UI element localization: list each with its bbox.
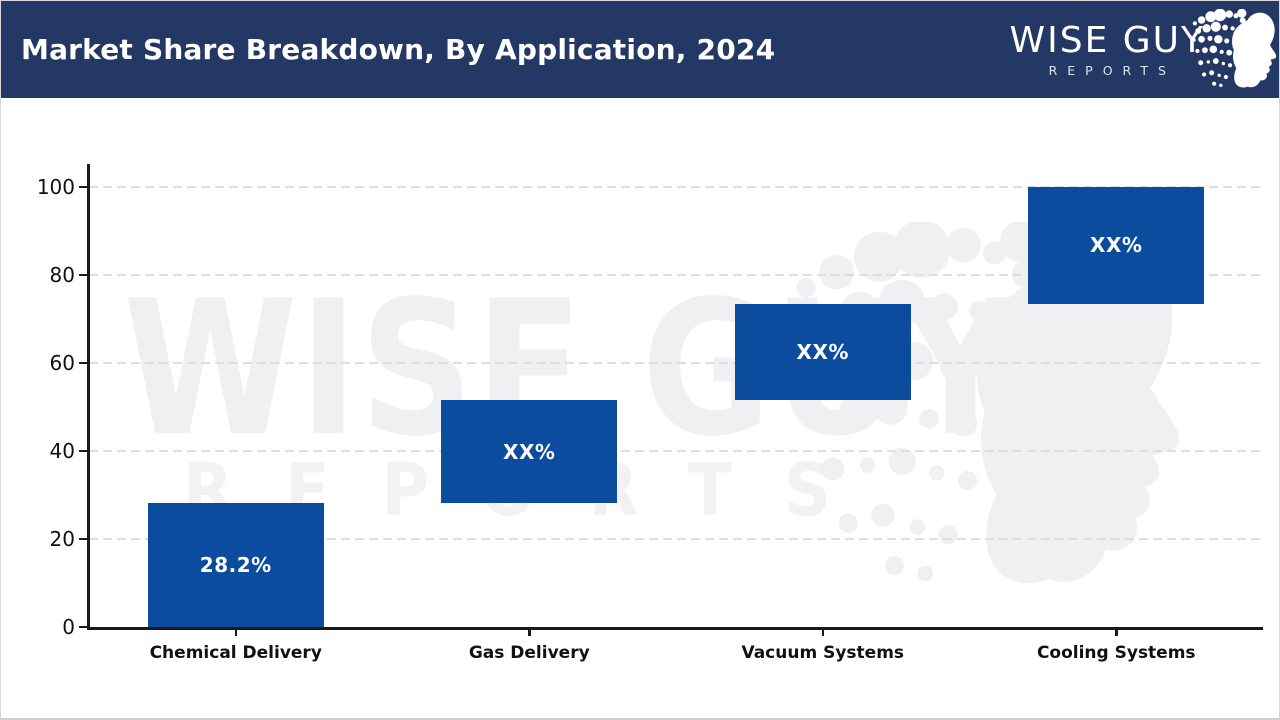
y-tick-label: 40 xyxy=(49,438,75,463)
y-tick-mark xyxy=(79,625,89,629)
x-axis-line xyxy=(87,627,1263,630)
y-tick-label: 100 xyxy=(36,174,75,199)
x-axis-category-label: Cooling Systems xyxy=(1036,643,1196,663)
bar-value-label: XX% xyxy=(1090,233,1143,258)
logo-text: WISE GUY REPORTS xyxy=(1009,20,1206,79)
plot: 0 20 40 60 80 100 28.2% Chemical Delivery XX% Gas… xyxy=(37,164,1263,663)
gridline xyxy=(89,449,1263,452)
logo-head-icon xyxy=(1189,9,1277,93)
y-tick-mark xyxy=(79,361,89,365)
bar-segment: 28.2% xyxy=(147,502,324,627)
gridline xyxy=(89,273,1263,276)
x-axis-category-label: Vacuum Systems xyxy=(741,643,905,663)
chart-area: WISE GUY REPORTS 02040608010028.2%Chemic… xyxy=(1,98,1279,718)
y-tick-label: 80 xyxy=(49,262,75,287)
bar-segment: XX% xyxy=(441,400,618,503)
header: Market Share Breakdown, By Application, … xyxy=(1,1,1279,98)
gridline xyxy=(89,361,1263,364)
x-axis-category-label: Chemical Delivery xyxy=(149,643,322,663)
gridline xyxy=(89,537,1263,540)
y-tick-label: 60 xyxy=(49,350,75,375)
logo-subtitle: REPORTS xyxy=(1048,63,1176,78)
y-tick-label: 20 xyxy=(49,526,75,551)
y-tick-mark xyxy=(79,449,89,453)
bar-segment: XX% xyxy=(1028,186,1205,304)
y-axis-line xyxy=(87,164,90,629)
x-tick-mark xyxy=(1115,627,1118,636)
y-tick-mark xyxy=(79,537,89,541)
bar-value-label: XX% xyxy=(503,439,556,464)
wiseguy-logo: WISE GUY REPORTS xyxy=(1010,9,1278,93)
x-tick-mark xyxy=(821,627,824,636)
x-tick-mark xyxy=(234,627,237,636)
bar-value-label: 28.2% xyxy=(199,552,272,577)
y-tick-mark xyxy=(79,273,89,277)
bar-value-label: XX% xyxy=(796,340,849,365)
x-axis-category-label: Gas Delivery xyxy=(468,643,590,663)
y-tick-mark xyxy=(79,185,89,189)
y-tick-label: 0 xyxy=(62,615,75,639)
logo-wordmark: WISE GUY xyxy=(1009,20,1205,61)
page-title: Market Share Breakdown, By Application, … xyxy=(21,33,776,66)
gridline xyxy=(89,185,1263,188)
bar-segment: XX% xyxy=(734,303,911,401)
x-tick-mark xyxy=(528,627,531,636)
